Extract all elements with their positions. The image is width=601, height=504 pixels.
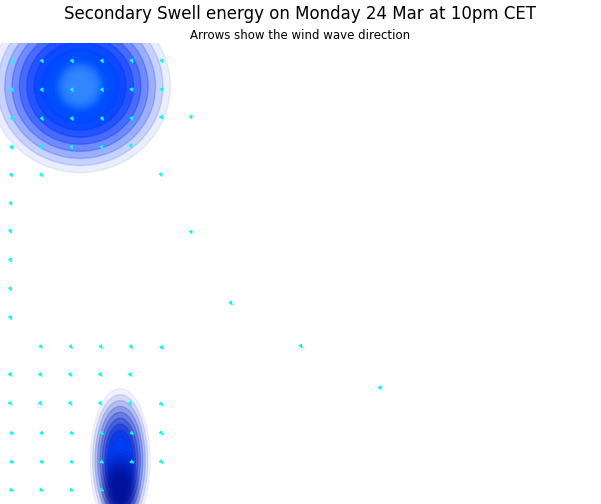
Ellipse shape — [59, 65, 102, 108]
Ellipse shape — [34, 40, 126, 133]
Ellipse shape — [118, 485, 122, 494]
Text: Arrows show the wind wave direction: Arrows show the wind wave direction — [191, 29, 410, 42]
Ellipse shape — [66, 71, 95, 101]
Ellipse shape — [105, 457, 135, 504]
Ellipse shape — [49, 56, 111, 116]
Ellipse shape — [117, 482, 124, 497]
Ellipse shape — [105, 425, 135, 497]
Ellipse shape — [108, 464, 132, 504]
Ellipse shape — [95, 401, 145, 504]
Ellipse shape — [110, 468, 130, 504]
Ellipse shape — [70, 75, 91, 97]
Ellipse shape — [78, 84, 83, 89]
Ellipse shape — [38, 44, 122, 128]
Ellipse shape — [107, 461, 133, 504]
Ellipse shape — [97, 406, 143, 504]
Ellipse shape — [115, 449, 126, 473]
Ellipse shape — [100, 447, 140, 504]
Ellipse shape — [110, 436, 130, 486]
Ellipse shape — [111, 439, 129, 482]
Ellipse shape — [34, 42, 126, 130]
Ellipse shape — [50, 56, 110, 116]
Ellipse shape — [109, 433, 132, 488]
Ellipse shape — [56, 64, 104, 109]
Ellipse shape — [114, 446, 127, 476]
Ellipse shape — [46, 52, 114, 120]
Ellipse shape — [71, 78, 89, 95]
Ellipse shape — [100, 412, 141, 504]
Ellipse shape — [57, 62, 103, 110]
Ellipse shape — [5, 14, 156, 158]
Ellipse shape — [75, 81, 85, 91]
Ellipse shape — [41, 49, 118, 123]
Ellipse shape — [106, 428, 134, 494]
Ellipse shape — [108, 430, 133, 491]
Ellipse shape — [102, 418, 138, 503]
Ellipse shape — [112, 471, 129, 504]
Ellipse shape — [112, 443, 128, 479]
Ellipse shape — [115, 448, 126, 474]
Ellipse shape — [55, 60, 105, 112]
Ellipse shape — [93, 395, 148, 504]
Ellipse shape — [103, 454, 137, 504]
Ellipse shape — [63, 69, 97, 103]
Ellipse shape — [110, 436, 130, 485]
Ellipse shape — [112, 442, 128, 480]
Ellipse shape — [0, 0, 170, 172]
Ellipse shape — [102, 450, 139, 504]
Text: Secondary Swell energy on Monday 24 Mar at 10pm CET: Secondary Swell energy on Monday 24 Mar … — [64, 5, 537, 23]
Ellipse shape — [90, 389, 150, 504]
Ellipse shape — [64, 71, 97, 102]
Ellipse shape — [115, 478, 126, 501]
Ellipse shape — [67, 73, 93, 99]
Ellipse shape — [12, 21, 148, 151]
Ellipse shape — [113, 475, 127, 504]
Ellipse shape — [72, 77, 89, 95]
Ellipse shape — [71, 77, 89, 95]
Ellipse shape — [30, 36, 130, 137]
Ellipse shape — [59, 65, 101, 108]
Ellipse shape — [0, 7, 163, 165]
Ellipse shape — [76, 81, 85, 91]
Ellipse shape — [42, 48, 118, 124]
Ellipse shape — [108, 430, 133, 491]
Ellipse shape — [61, 67, 99, 106]
Ellipse shape — [117, 454, 123, 468]
Ellipse shape — [19, 28, 141, 144]
Ellipse shape — [27, 35, 133, 137]
Ellipse shape — [116, 451, 124, 470]
Ellipse shape — [73, 79, 87, 93]
Ellipse shape — [117, 454, 123, 467]
Ellipse shape — [119, 457, 122, 464]
Ellipse shape — [105, 424, 135, 497]
Ellipse shape — [55, 60, 106, 112]
Ellipse shape — [67, 73, 93, 99]
Ellipse shape — [63, 69, 97, 103]
